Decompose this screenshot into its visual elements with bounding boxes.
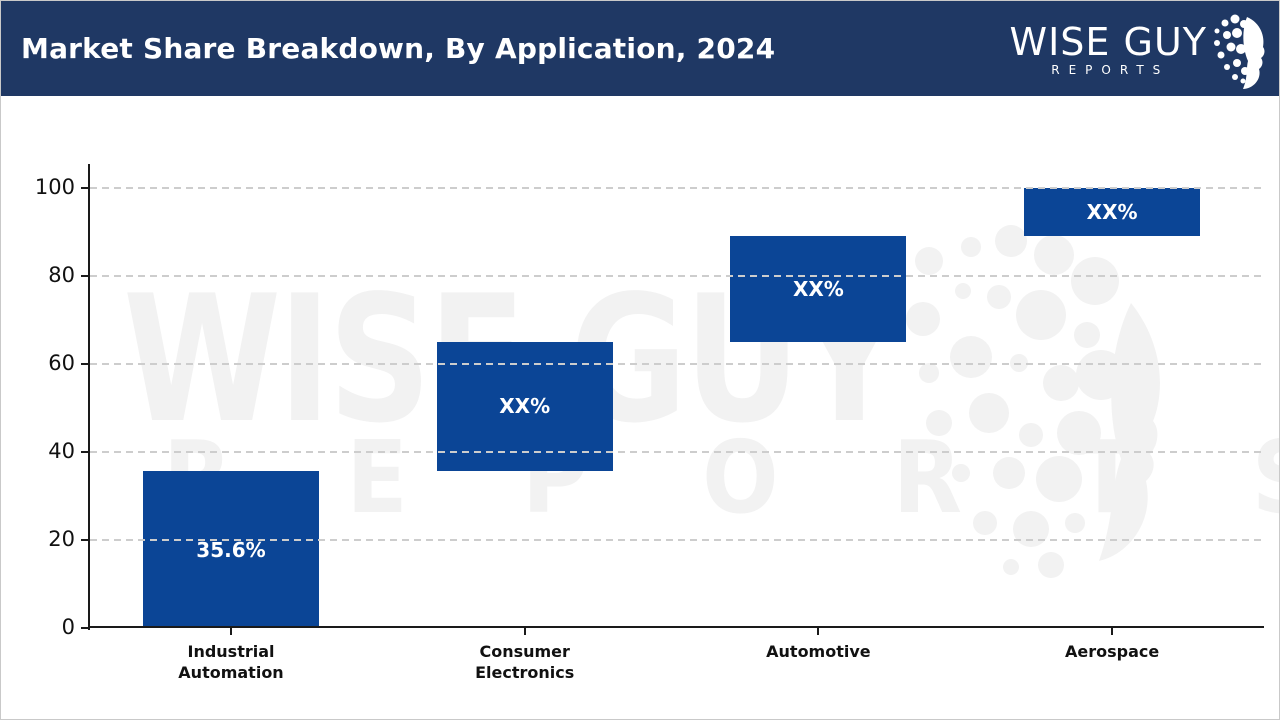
x-axis-tick-mark [230, 628, 232, 635]
bar-value-label: XX% [1086, 199, 1138, 224]
y-axis-tick-label: 60 [48, 351, 75, 375]
wise-guy-reports-logo: WISE GUY REPORTS [1001, 7, 1269, 91]
x-axis-category-label: Industrial Automation [178, 642, 284, 682]
gridline [90, 363, 1263, 365]
x-axis-tick-mark [523, 628, 526, 635]
x-axis-tick-mark [1111, 628, 1114, 635]
y-axis-tick-mark [81, 275, 89, 277]
y-axis-tick-mark [81, 627, 89, 629]
y-axis-tick-label: 40 [48, 439, 75, 463]
bar-segment [143, 471, 319, 628]
logo-subtitle: REPORTS [1051, 63, 1170, 77]
x-axis-tick-mark [817, 628, 820, 635]
logo-wordmark: WISE GUY [1009, 20, 1207, 64]
bar-value-label: 35.6% [196, 537, 266, 562]
y-axis-tick-mark [81, 451, 89, 453]
page-title: Market Share Breakdown, By Application, … [21, 32, 776, 65]
y-axis-tick-label: 20 [48, 527, 75, 551]
y-axis-tick-label: 0 [61, 615, 75, 639]
bar-value-label: XX% [792, 276, 844, 301]
bar-segment [730, 235, 907, 342]
y-axis-tick-label: 80 [48, 263, 75, 287]
plot-area: 0 20 40 60 80 100 35.6% Industrial Automation XX… [1, 96, 1279, 719]
logo-text: WISE GUY REPORTS [1010, 23, 1207, 77]
x-axis-line [88, 626, 1264, 628]
gridline [90, 539, 1263, 541]
header-banner: Market Share Breakdown, By Application, … [1, 1, 1279, 96]
y-axis-line [88, 164, 90, 630]
y-axis-tick-mark [81, 363, 89, 365]
x-axis-category-label: Consumer Electronics [475, 642, 575, 682]
y-axis-tick-mark [81, 539, 89, 541]
gridline [90, 187, 1263, 189]
y-axis-tick-label: 100 [34, 175, 75, 199]
watermark-head-icon [906, 225, 1160, 578]
bar-segment [1024, 188, 1201, 236]
x-axis-category-label: Automotive [766, 642, 871, 661]
logo-head-icon [1214, 14, 1265, 89]
y-axis-tick-mark [81, 187, 89, 189]
bar-value-label: XX% [499, 394, 551, 419]
gridline [90, 451, 1263, 453]
gridline [90, 275, 1263, 277]
x-axis-category-label: Aerospace [1064, 642, 1160, 661]
